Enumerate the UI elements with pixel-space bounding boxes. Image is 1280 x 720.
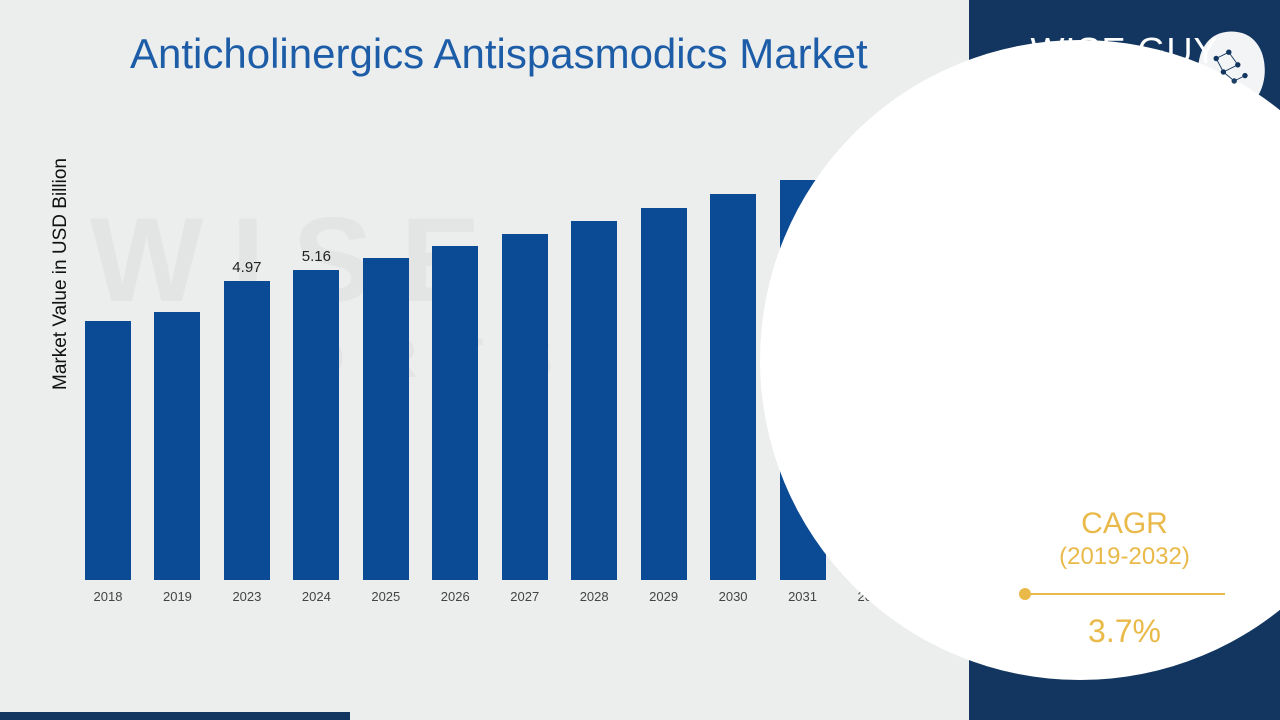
bar — [224, 281, 270, 580]
cagr-block: CAGR (2019-2032) 3.7% — [969, 507, 1280, 650]
cagr-divider-line — [1025, 593, 1225, 595]
bar-2025 — [363, 258, 409, 580]
x-tick: 2027 — [502, 585, 548, 605]
bar-value-label: 5.16 — [302, 248, 331, 265]
bar-2030 — [710, 194, 756, 580]
x-tick: 2029 — [641, 585, 687, 605]
bar-2026 — [432, 246, 478, 580]
cagr-range: (2019-2032) — [969, 543, 1280, 571]
y-axis-label: Market Value in USD Billion — [50, 158, 72, 390]
bar-2027 — [502, 234, 548, 580]
bar-2029 — [641, 208, 687, 580]
x-ticks-container: 2018 2019 2023 2024 2025 2026 2027 2028 2029 2030… — [85, 585, 895, 605]
x-tick: 2028 — [571, 585, 617, 605]
x-tick: 2030 — [710, 585, 756, 605]
x-tick: 2031 — [780, 585, 826, 605]
bar — [641, 208, 687, 580]
bar — [363, 258, 409, 580]
bar — [502, 234, 548, 580]
x-tick: 2019 — [154, 585, 200, 605]
footer-accent-bar — [0, 712, 350, 720]
x-tick: 2025 — [363, 585, 409, 605]
x-tick: 2023 — [224, 585, 270, 605]
bar — [710, 194, 756, 580]
right-panel: WISE GUY R E P O R T S CAGR (2019-2032) … — [969, 0, 1280, 720]
cagr-title: CAGR — [969, 507, 1280, 541]
bar-2024: 5.16 — [293, 270, 339, 580]
x-tick: 2026 — [432, 585, 478, 605]
bar-2023: 4.97 — [224, 281, 270, 580]
x-tick: 2018 — [85, 585, 131, 605]
bar-value-label: 4.97 — [232, 259, 261, 276]
bar — [154, 312, 200, 580]
bar — [293, 270, 339, 580]
bar — [432, 246, 478, 580]
bar-2019 — [154, 312, 200, 580]
chart-title: Anticholinergics Antispasmodics Market — [130, 30, 890, 78]
cagr-value: 3.7% — [969, 613, 1280, 650]
bar-2018 — [85, 321, 131, 580]
infographic-stage: WISE REPORTS Anticholinergics Antispasmo… — [0, 0, 1280, 720]
bar — [571, 221, 617, 580]
bar — [85, 321, 131, 580]
logo-head-icon — [1182, 26, 1272, 136]
x-tick: 2024 — [293, 585, 339, 605]
bar-2028 — [571, 221, 617, 580]
